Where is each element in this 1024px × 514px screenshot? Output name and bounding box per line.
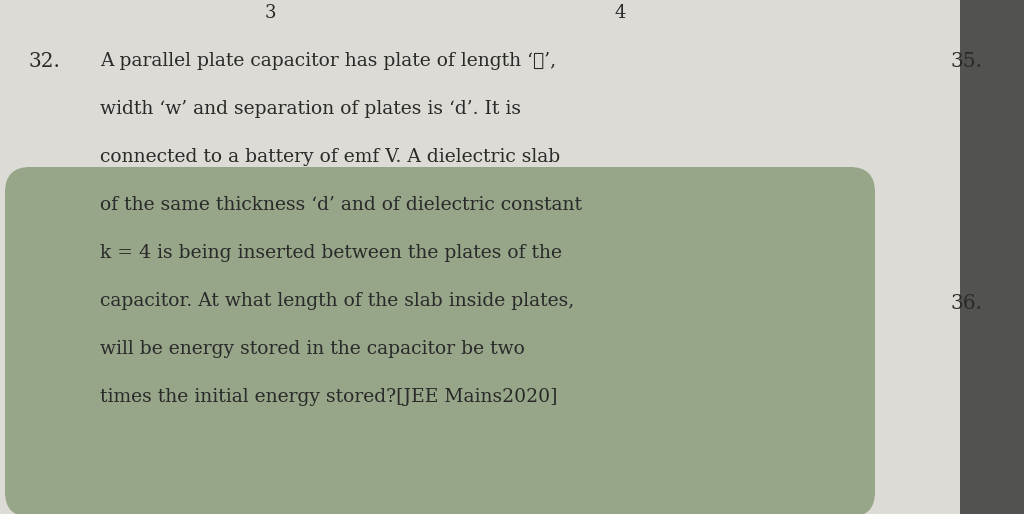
Text: 32.: 32. [28,52,59,71]
Text: k = 4 is being inserted between the plates of the: k = 4 is being inserted between the plat… [100,244,562,262]
Text: 3: 3 [264,4,275,22]
Text: 35.: 35. [950,52,982,71]
Text: width ‘w’ and separation of plates is ‘d’. It is: width ‘w’ and separation of plates is ‘d… [100,100,521,118]
Text: connected to a battery of emf V. A dielectric slab: connected to a battery of emf V. A diele… [100,148,560,166]
FancyBboxPatch shape [5,167,874,514]
Text: capacitor. At what length of the slab inside plates,: capacitor. At what length of the slab in… [100,292,574,310]
Text: 36.: 36. [950,294,982,313]
Text: of the same thickness ‘d’ and of dielectric constant: of the same thickness ‘d’ and of dielect… [100,196,582,214]
Text: A parallel plate capacitor has plate of length ‘ℓ’,: A parallel plate capacitor has plate of … [100,52,556,70]
Text: will be energy stored in the capacitor be two: will be energy stored in the capacitor b… [100,340,525,358]
Text: times the initial energy stored?[JEE Mains2020]: times the initial energy stored?[JEE Mai… [100,388,557,406]
Bar [961,0,1024,514]
Text: 4: 4 [614,4,626,22]
